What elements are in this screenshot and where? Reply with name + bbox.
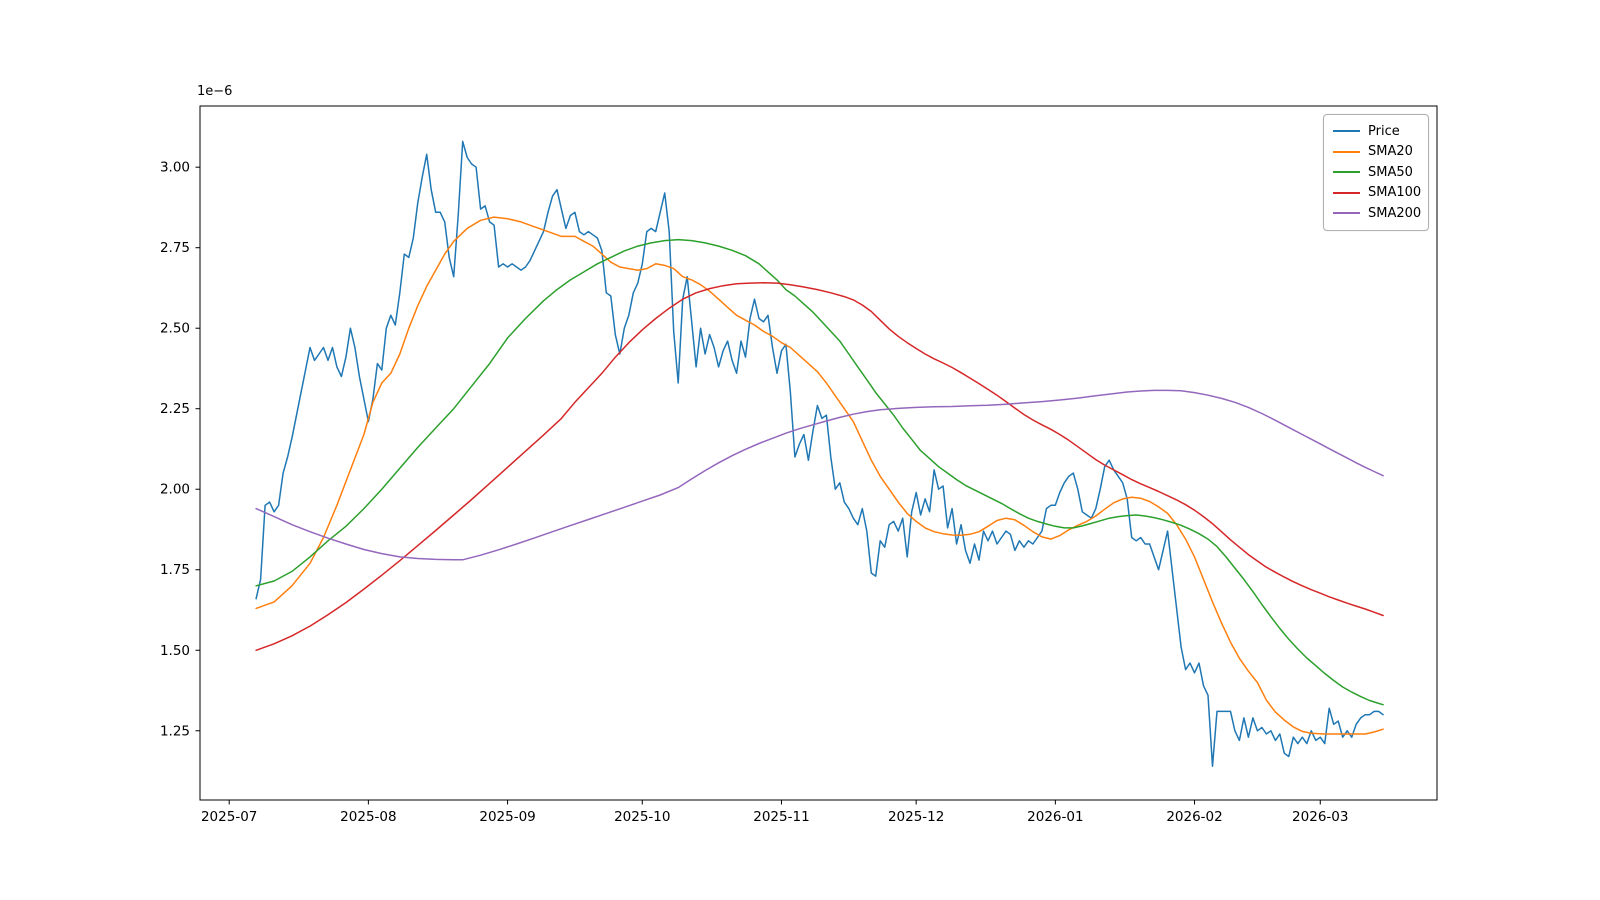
x-tick-label: 2025-07 [201,809,257,825]
x-tick-label: 2025-12 [888,809,944,825]
legend-entry-sma100: SMA100 [1333,183,1422,204]
legend: Price SMA20 SMA50 SMA100 SMA200 [1323,114,1429,231]
y-tick-label: 1.50 [160,643,190,659]
y-axis-offset-label: 1e−6 [197,84,233,99]
y-tick-label: 2.25 [160,401,190,417]
legend-label-sma200: SMA200 [1368,205,1422,221]
sma50-line-swatch-icon [1333,171,1360,174]
y-tick-label: 2.75 [160,240,190,256]
sma100-line-swatch-icon [1333,191,1360,194]
y-tick-label: 1.75 [160,562,190,578]
legend-entry-price: Price [1333,121,1419,142]
y-tick-label: 2.00 [160,482,190,498]
y-tick-label: 2.50 [160,321,190,337]
x-tick-label: 2026-03 [1292,809,1348,825]
sma100-line [255,282,1384,652]
legend-entry-sma50: SMA50 [1333,162,1419,183]
x-tick-label: 2025-09 [479,809,535,825]
sma50-line [255,238,1384,706]
legend-label-sma50: SMA50 [1368,164,1413,180]
x-tick-label: 2025-08 [340,809,396,825]
sma20-line-swatch-icon [1333,150,1360,153]
x-tick-label: 2025-11 [753,809,809,825]
legend-entry-sma200: SMA200 [1333,203,1422,224]
sma20-line [255,216,1384,735]
sma200-line [255,389,1384,561]
y-tick-label: 3.00 [160,160,190,176]
y-tick-label: 1.25 [160,723,190,739]
x-tick-label: 2025-10 [614,809,670,825]
x-tick-label: 2026-01 [1027,809,1083,825]
legend-entry-sma20: SMA20 [1333,142,1419,163]
legend-label-sma20: SMA20 [1368,144,1413,160]
price-line [255,140,1384,767]
x-tick-label: 2026-02 [1166,809,1222,825]
legend-label-sma100: SMA100 [1368,185,1422,201]
price-line-swatch-icon [1333,130,1360,133]
legend-label-price: Price [1368,123,1400,139]
plot-border [199,105,1438,801]
sma200-line-swatch-icon [1333,212,1360,215]
